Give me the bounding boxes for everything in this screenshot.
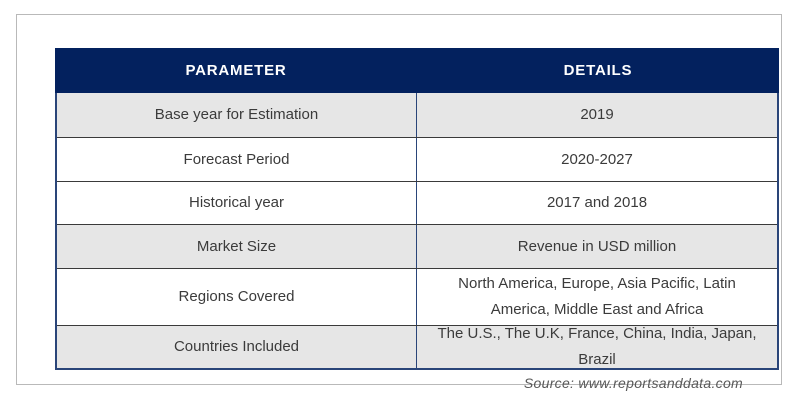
details-cell: 2020-2027 [561, 150, 633, 168]
table-row: Base year for Estimation 2019 [57, 93, 777, 137]
parameter-cell: Market Size [57, 225, 417, 268]
source-attribution: Source: www.reportsanddata.com [523, 375, 743, 391]
table-header-details: DETAILS [563, 62, 633, 79]
page-frame: PARAMETER DETAILS Base year for Estimati… [16, 14, 782, 391]
table-header-row: PARAMETER DETAILS [55, 48, 779, 93]
details-cell: North America, Europe, Asia Pacific, Lat… [458, 275, 736, 318]
details-cell: The U.S., The U.K, France, China, India,… [437, 325, 757, 368]
table-row: Countries Included The U.S., The U.K, Fr… [57, 325, 777, 368]
parameter-cell: Countries Included [57, 326, 417, 368]
details-cell: Revenue in USD million [517, 237, 677, 255]
parameter-cell: Forecast Period [57, 138, 417, 181]
parameter-cell: Regions Covered [57, 269, 417, 325]
table-row: Historical year 2017 and 2018 [57, 181, 777, 224]
parameter-cell: Base year for Estimation [57, 93, 417, 137]
table-row: Regions Covered North America, Europe, A… [57, 268, 777, 325]
table-row: Market Size Revenue in USD million [57, 224, 777, 268]
details-cell: 2019 [580, 106, 614, 123]
parameters-table: PARAMETER DETAILS Base year for Estimati… [55, 48, 779, 370]
table-header-parameter: PARAMETER [185, 62, 287, 79]
parameter-cell: Historical year [57, 182, 417, 224]
table-row: Forecast Period 2020-2027 [57, 137, 777, 181]
details-cell: 2017 and 2018 [546, 194, 648, 211]
